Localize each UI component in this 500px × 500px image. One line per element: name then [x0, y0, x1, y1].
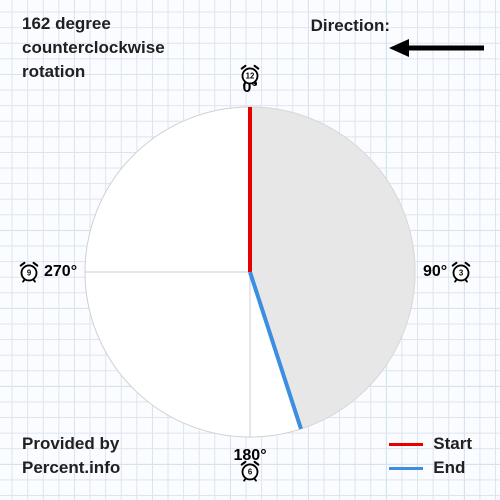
svg-text:6: 6: [248, 468, 253, 477]
clock-3-icon: 3: [450, 261, 472, 283]
clock-9-icon: 9: [18, 261, 40, 283]
svg-text:12: 12: [246, 72, 255, 81]
legend-label-end: End: [433, 458, 465, 478]
axis-label-left: 270°: [44, 263, 77, 281]
legend-swatch-end: [389, 467, 423, 470]
legend-row-end: End: [389, 458, 472, 478]
clock-6-icon: 6: [239, 460, 261, 482]
legend-label-start: Start: [433, 434, 472, 454]
svg-text:3: 3: [459, 269, 464, 278]
axis-label-right: 90°: [423, 263, 447, 281]
legend-swatch-start: [389, 443, 423, 446]
svg-text:9: 9: [27, 269, 32, 278]
clock-12-icon: 12: [239, 64, 261, 86]
legend: Start End: [389, 430, 472, 478]
legend-row-start: Start: [389, 434, 472, 454]
